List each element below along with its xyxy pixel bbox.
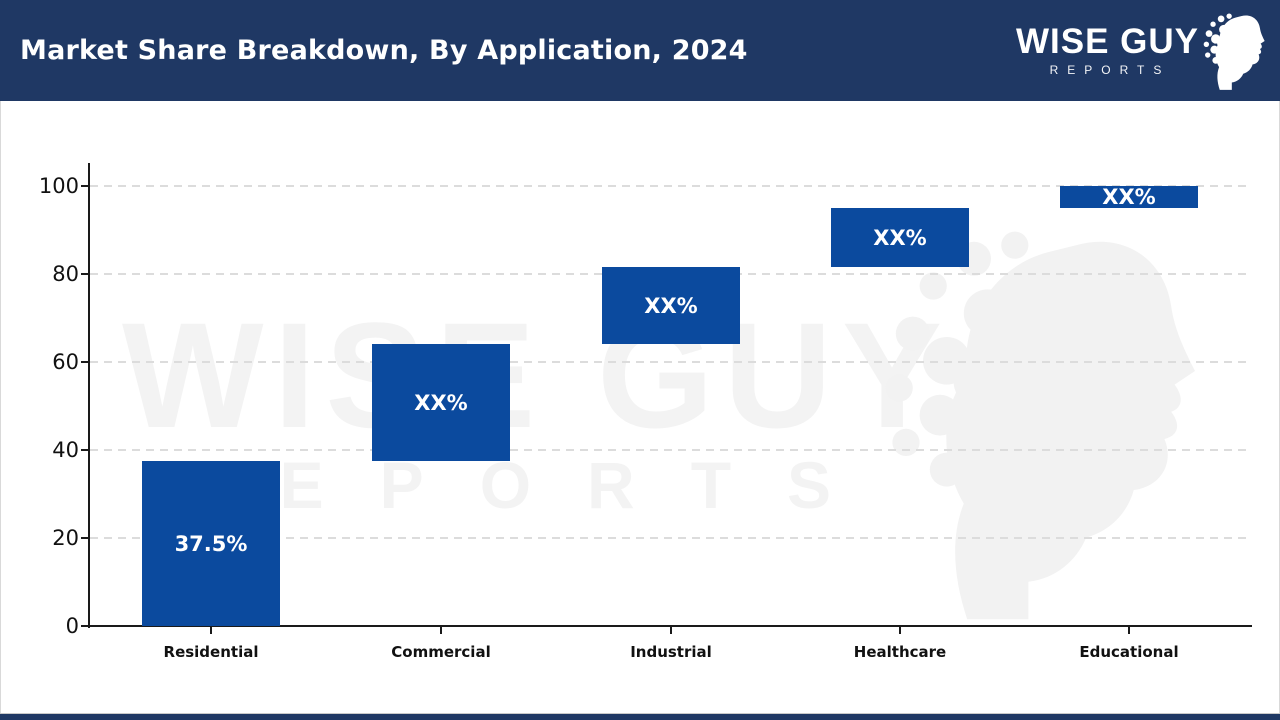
bar-label: XX% [644,293,698,318]
logo-head-icon [1201,9,1268,93]
x-axis-label: Educational [1079,643,1179,661]
y-tick-label: 60 [52,350,79,374]
x-axis-label: Commercial [391,643,491,661]
y-tick-mark [81,537,89,539]
footer-strip [0,713,1280,720]
header-bar: Market Share Breakdown, By Application, … [0,0,1280,101]
y-tick-mark [81,625,89,627]
y-tick-label: 40 [52,438,79,462]
x-tick-mark [440,627,442,634]
bar-label: XX% [873,225,927,250]
gridline [90,185,1252,187]
x-axis-line [88,625,1252,627]
left-border [0,101,1,714]
x-tick-mark [1128,627,1130,634]
bar-label: 37.5% [174,531,248,556]
y-tick-mark [81,449,89,451]
bar-commercial [372,344,510,461]
gridline [90,537,1252,539]
x-tick-mark [670,627,672,634]
y-tick-label: 80 [52,262,79,286]
y-tick-label: 20 [52,526,79,550]
bar-industrial [602,267,740,345]
gridline [90,449,1252,451]
y-tick-mark [81,361,89,363]
x-tick-mark [210,627,212,634]
y-tick-label: 0 [65,614,79,638]
y-tick-label: 100 [38,174,79,198]
y-tick-mark [81,273,89,275]
x-axis-label: Residential [163,643,259,661]
bar-label: XX% [414,390,468,415]
bar-residential [142,461,280,626]
x-axis-label: Industrial [630,643,712,661]
page-title: Market Share Breakdown, By Application, … [20,35,748,66]
bar-label: XX% [1102,185,1156,209]
gridline [90,361,1252,363]
x-axis-label: Healthcare [853,643,947,661]
logo-reports-label: REPORTS [1049,63,1171,77]
x-tick-mark [899,627,901,634]
watermark-reports: REPORTS [176,448,888,522]
bar-healthcare [831,208,969,268]
y-axis-line [88,163,90,628]
logo-text: WISE GUY REPORTS [1016,24,1199,77]
bar-educational [1060,186,1198,208]
watermark-wise-guy: WISE GUY [122,291,953,459]
logo-wise-guy-label: WISE GUY [1015,22,1199,61]
y-tick-mark [81,185,89,187]
wise-guy-reports-logo: WISE GUY REPORTS [1016,9,1268,93]
